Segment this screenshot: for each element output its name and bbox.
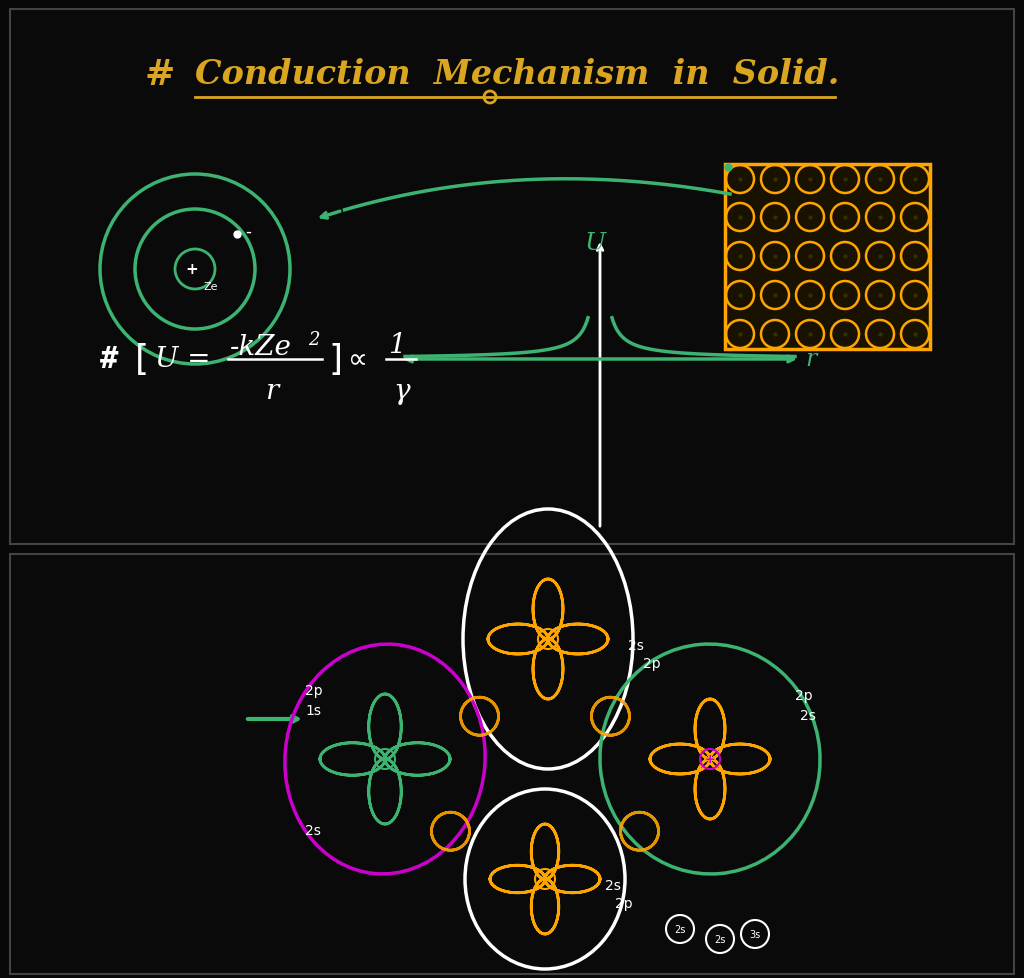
Text: 2s: 2s	[628, 639, 644, 652]
Text: [: [	[135, 342, 150, 377]
Text: Conduction  Mechanism  in  Solid.: Conduction Mechanism in Solid.	[195, 59, 840, 91]
Text: 2: 2	[308, 331, 319, 348]
Text: ∝: ∝	[348, 345, 368, 374]
Text: r: r	[265, 378, 279, 405]
Text: ]: ]	[328, 342, 342, 377]
Text: -kZe: -kZe	[230, 334, 292, 361]
Text: #: #	[100, 345, 119, 375]
Text: +: +	[705, 753, 716, 766]
Text: 2s: 2s	[605, 878, 621, 892]
Text: U: U	[585, 232, 606, 254]
Bar	[725, 165, 930, 350]
Text: 3s: 3s	[750, 929, 761, 939]
Text: 1: 1	[388, 333, 406, 359]
Text: 2s: 2s	[715, 934, 726, 944]
Text: #: #	[145, 58, 175, 92]
Bar	[10, 10, 1014, 545]
Text: +: +	[543, 633, 553, 645]
Text: 1s: 1s	[305, 703, 321, 717]
Text: r: r	[805, 348, 816, 371]
Text: 2p: 2p	[643, 656, 660, 670]
Text: -: -	[245, 223, 251, 241]
Text: +: +	[540, 872, 550, 886]
Text: U =: U =	[155, 346, 211, 374]
Text: 2s: 2s	[305, 823, 321, 837]
Text: 2p: 2p	[305, 684, 323, 697]
Bar	[10, 555, 1014, 974]
Text: 2p: 2p	[795, 689, 813, 702]
Text: Ze: Ze	[203, 282, 217, 291]
Text: +: +	[185, 262, 199, 277]
Text: 2s: 2s	[800, 708, 816, 723]
Text: 2p: 2p	[615, 896, 633, 911]
Text: γ: γ	[393, 378, 410, 405]
Text: 2s: 2s	[675, 924, 686, 934]
Text: +: +	[380, 753, 390, 766]
